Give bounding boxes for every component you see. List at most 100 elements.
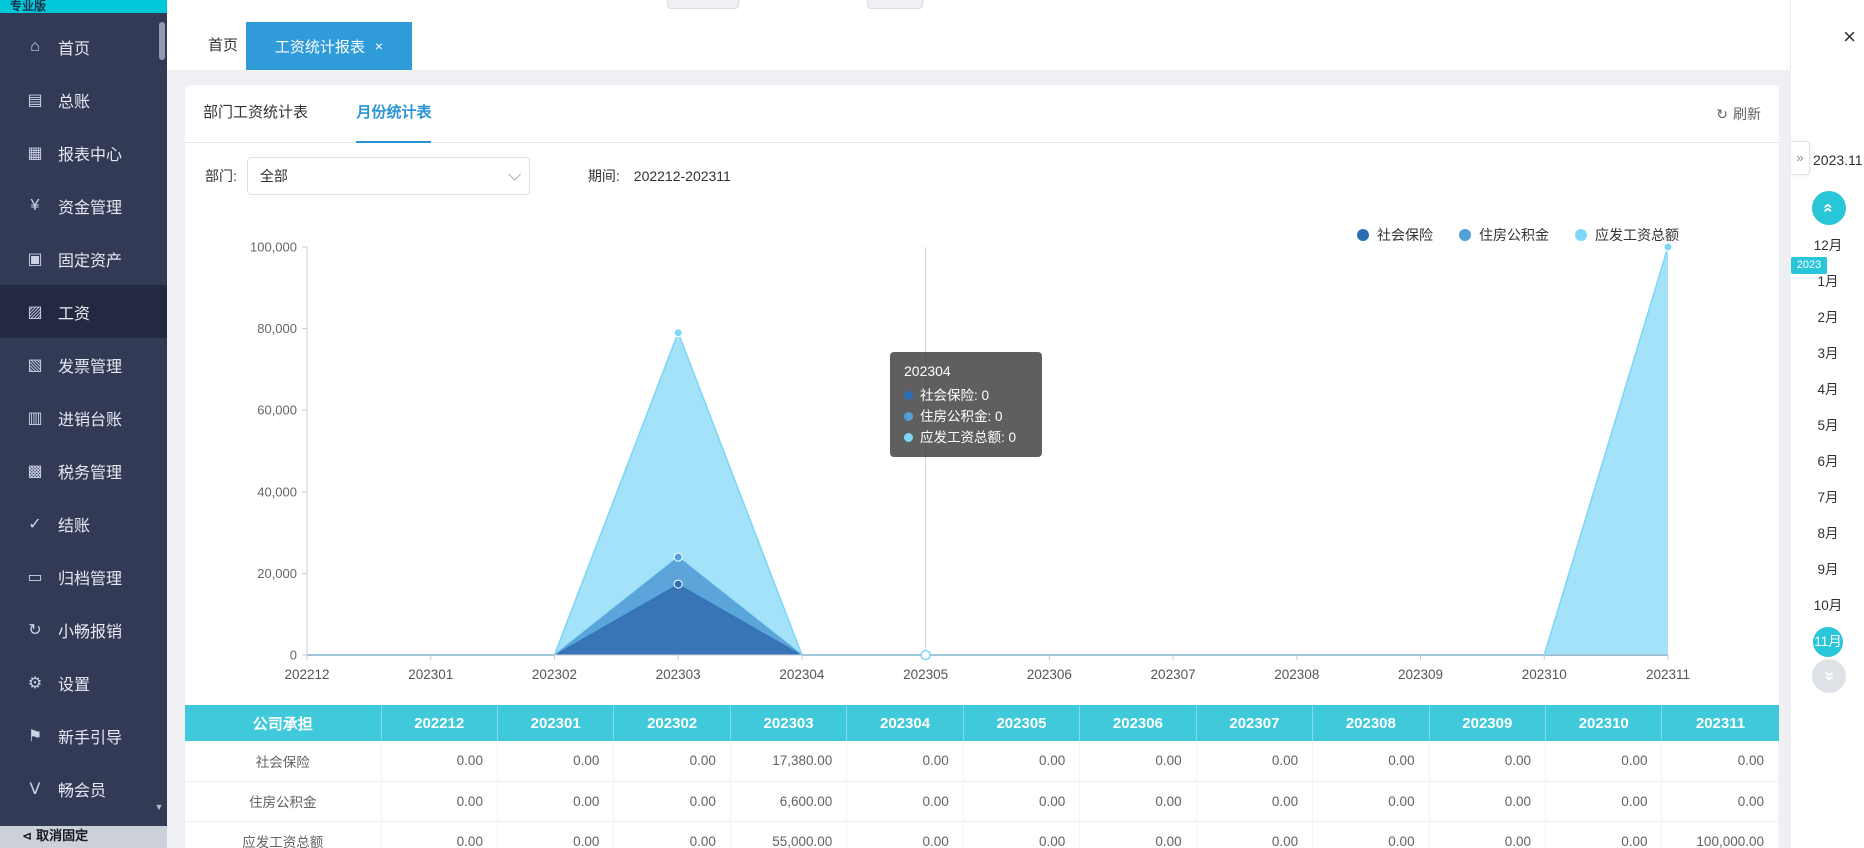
chart-canvas[interactable]: 0 20,000 40,000 60,000 80,000 100,000 202212 20… (225, 235, 1725, 690)
legend-dot-icon (1357, 229, 1369, 241)
collapse-rail-button[interactable]: » (1791, 141, 1810, 175)
month-item[interactable]: 11月 (1791, 624, 1864, 660)
subtab-department-report[interactable]: 部门工资统计表 (203, 104, 309, 121)
scroll-months-up-button[interactable]: « (1812, 191, 1846, 225)
sidebar-scroll-down-icon[interactable]: ▼ (154, 802, 164, 812)
sidebar-item-member[interactable]: Ⅴ 畅会员 (0, 762, 167, 815)
table-cell: 0.00 (1312, 741, 1430, 782)
table-cell: 0.00 (963, 741, 1081, 782)
refresh-label: 刷新 (1733, 106, 1761, 122)
month-item[interactable]: 7月 (1817, 490, 1839, 505)
month-item[interactable]: 8月 (1817, 526, 1839, 541)
tax-management-icon: ▩ (27, 462, 43, 480)
sidebar-item-label: 小畅报销 (58, 623, 123, 641)
svg-text:202305: 202305 (903, 667, 948, 682)
department-label: 部门: (205, 168, 237, 184)
svg-text:202307: 202307 (1151, 667, 1196, 682)
sidebar-item-salary[interactable]: ▨ 工资 (0, 285, 167, 338)
table-header-cell: 202306 (1079, 705, 1197, 741)
sidebar-item-reimbursement[interactable]: ↻ 小畅报销 (0, 603, 167, 656)
table-cell: 0.00 (381, 781, 498, 822)
year-badge: 2023 (1791, 257, 1827, 274)
month-item[interactable]: 5月 (1817, 418, 1839, 433)
sidebar-item-report-center[interactable]: ▦ 报表中心 (0, 126, 167, 179)
sidebar-item-archive-management[interactable]: ▭ 归档管理 (0, 550, 167, 603)
sidebar-item-fund-management[interactable]: ¥ 资金管理 (0, 179, 167, 232)
sidebar-item-home[interactable]: ⌂ 首页 (0, 20, 167, 73)
sidebar-item-fixed-assets[interactable]: ▣ 固定资产 (0, 232, 167, 285)
legend-item[interactable]: 社会保险 (1357, 225, 1433, 245)
month-item[interactable]: 6月 (1817, 454, 1839, 469)
table-cell: 0.00 (963, 781, 1081, 822)
month-item[interactable]: 10月 (1813, 598, 1843, 613)
table-cell: 0.00 (846, 741, 964, 782)
sidebar-item-tax-management[interactable]: ▩ 税务管理 (0, 444, 167, 497)
table-cell: 6,600.00 (730, 781, 848, 822)
legend-item[interactable]: 住房公积金 (1459, 225, 1549, 245)
svg-text:0: 0 (290, 648, 297, 663)
subtab-monthly-report[interactable]: 月份统计表 (356, 85, 432, 143)
topbar-truncated-control[interactable] (667, 0, 739, 9)
sidebar-nav: ⌂ 首页 ▤ 总账 ▦ 报表中心 ¥ 资金管理 ▣ 固定资产 ▨ 工资 ▧ 发票管理 ▥ 进销台账 ▩ 税务管理 ✓… (0, 20, 167, 815)
month-item[interactable]: 1月 (1817, 274, 1839, 289)
sidebar-item-label: 进销台账 (58, 411, 123, 429)
close-icon[interactable]: × (1843, 24, 1856, 49)
period-value: 202212-202311 (633, 168, 731, 184)
tab-salary-report[interactable]: 工资统计报表 × (246, 22, 412, 70)
sidebar-scrollbar-thumb[interactable] (159, 22, 165, 60)
sidebar-item-label: 发票管理 (58, 358, 123, 376)
table-cell: 0.00 (497, 821, 615, 848)
sidebar-item-beginner-guide[interactable]: ⚑ 新手引导 (0, 709, 167, 762)
table-header-cell: 202311 (1661, 705, 1779, 741)
month-item[interactable]: 12月 (1813, 238, 1843, 253)
reimbursement-icon: ↻ (28, 621, 42, 639)
sidebar-item-general-ledger[interactable]: ▤ 总账 (0, 73, 167, 126)
topbar-truncated-control[interactable] (867, 0, 923, 9)
svg-text:202306: 202306 (1027, 667, 1072, 682)
svg-text:202308: 202308 (1274, 667, 1319, 682)
legend-item[interactable]: 应发工资总额 (1575, 225, 1679, 245)
fixed-assets-icon: ▣ (27, 250, 43, 268)
table-header-cell: 公司承担 (185, 705, 382, 741)
svg-text:60,000: 60,000 (257, 403, 297, 418)
legend-dot-icon (1575, 229, 1587, 241)
table-cell: 0.00 (846, 821, 964, 848)
table-cell: 0.00 (1661, 741, 1779, 782)
sidebar-item-invoice-management[interactable]: ▧ 发票管理 (0, 338, 167, 391)
sidebar-item-label: 新手引导 (58, 729, 123, 747)
sidebar-item-label: 资金管理 (58, 199, 123, 217)
tab-close-icon[interactable]: × (374, 38, 384, 54)
salary-icon: ▨ (27, 303, 43, 321)
table-cell: 0.00 (1196, 781, 1314, 822)
chevron-down-icon: « (1819, 671, 1838, 681)
table-cell: 0.00 (1079, 821, 1197, 848)
department-select[interactable]: 全部 (246, 157, 530, 195)
table-cell: 0.00 (497, 781, 615, 822)
table-cell: 0.00 (1429, 781, 1547, 822)
sidebar-item-settings[interactable]: ⚙ 设置 (0, 656, 167, 709)
table-cell: 0.00 (1545, 821, 1663, 848)
table-cell: 0.00 (1545, 781, 1663, 822)
month-item[interactable]: 4月 (1817, 382, 1839, 397)
table-cell: 0.00 (1196, 821, 1314, 848)
date-rail: × » 2023.11 « 12月 1月 2月 3月 4月 5月 6月 7月 8月 9月 10月 11… (1790, 0, 1864, 848)
edition-badge: 专业版 (0, 0, 167, 13)
unpin-sidebar-button[interactable]: ⊲ 取消固定 (0, 826, 167, 848)
fund-management-icon: ¥ (30, 196, 40, 214)
archive-management-icon: ▭ (27, 568, 43, 586)
tab-home[interactable]: 首页 (208, 37, 239, 54)
month-item[interactable]: 2月 (1817, 310, 1839, 325)
month-item[interactable]: 9月 (1817, 562, 1839, 577)
refresh-button[interactable]: ↻ 刷新 (1716, 85, 1761, 143)
legend-label: 应发工资总额 (1595, 227, 1679, 243)
month-item[interactable]: 3月 (1817, 346, 1839, 361)
chart-legend: 社会保险 住房公积金 应发工资总额 (1357, 225, 1679, 245)
salary-chart[interactable]: 0 20,000 40,000 60,000 80,000 100,000 202212 20… (225, 235, 1725, 690)
sidebar-item-purchase-sales-ledger[interactable]: ▥ 进销台账 (0, 391, 167, 444)
sidebar-item-label: 首页 (58, 40, 91, 58)
settings-icon: ⚙ (27, 674, 43, 692)
sidebar-item-closing[interactable]: ✓ 结账 (0, 497, 167, 550)
month-list: 12月 1月 2月 3月 4月 5月 6月 7月 8月 9月 10月 11月 (1791, 228, 1864, 660)
table-header-cell: 202212 (381, 705, 498, 741)
scroll-months-down-button[interactable]: « (1812, 659, 1846, 693)
